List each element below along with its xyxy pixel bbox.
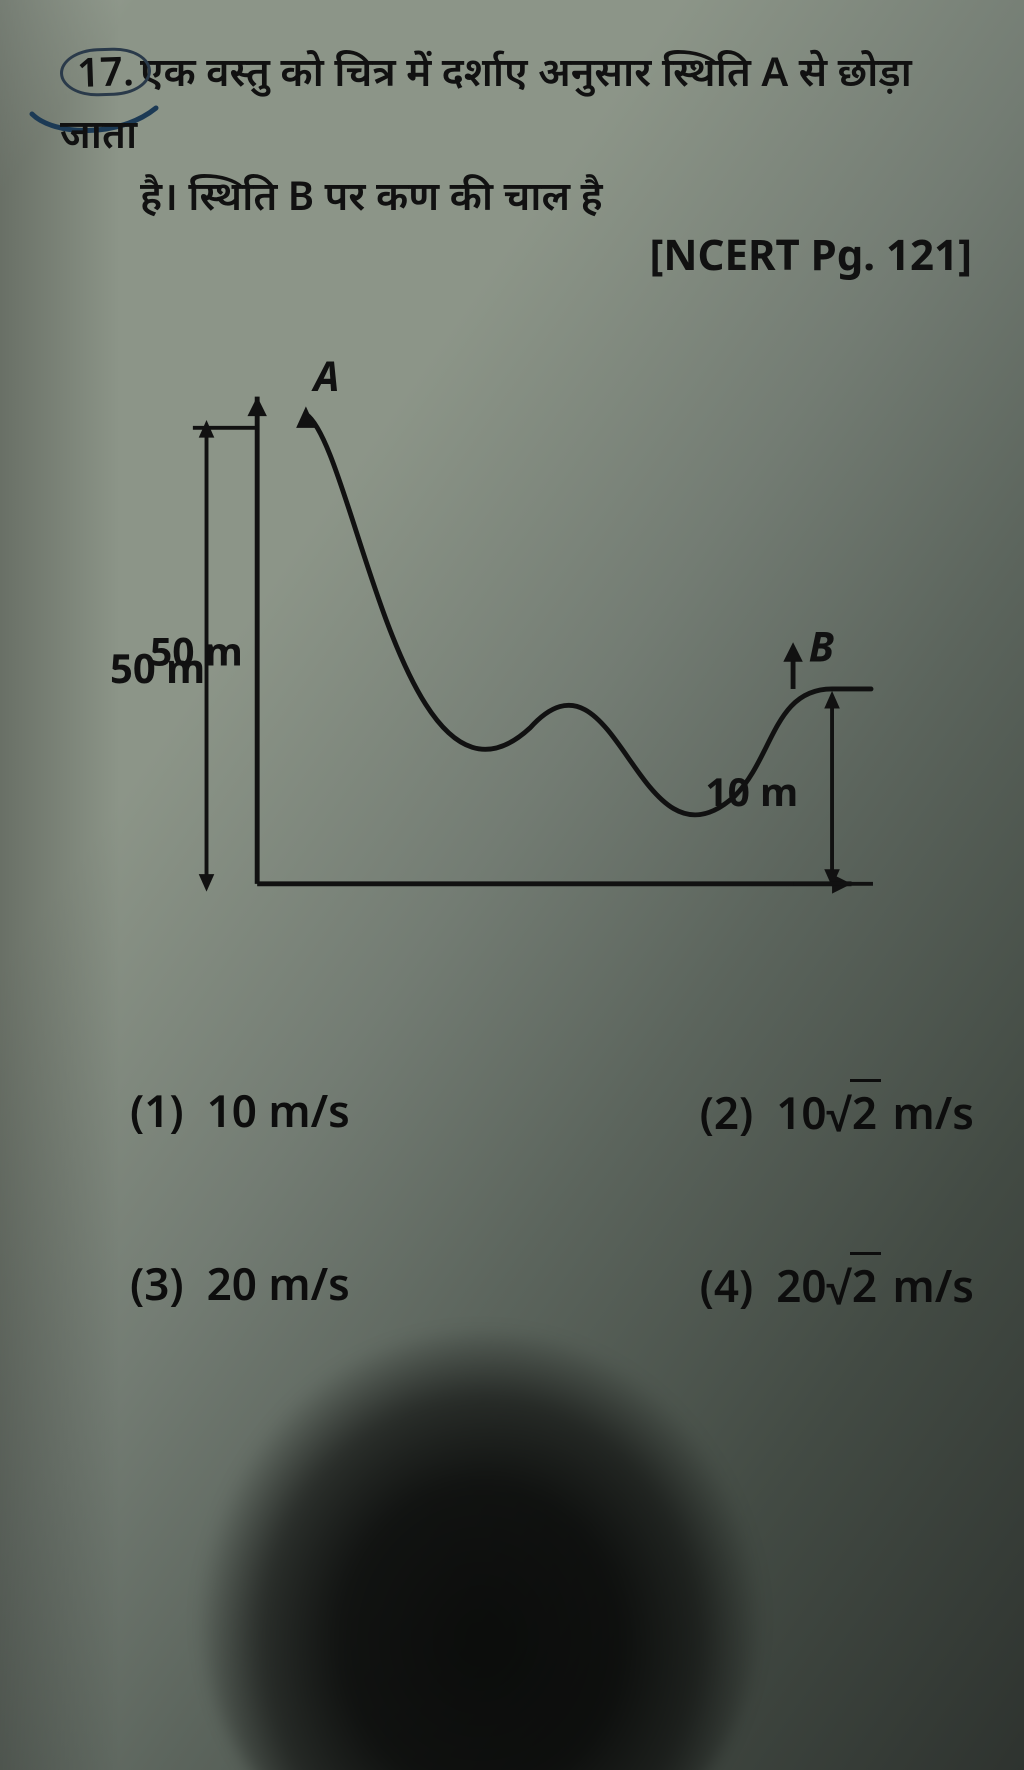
question-number-circle: 17. [59, 46, 151, 97]
option-4-prefix: 20 [776, 1255, 826, 1315]
page-shadow-left [0, 0, 120, 1770]
label-A: A [311, 347, 340, 403]
label-10m: 10 m [705, 765, 798, 818]
question-text: 17. एक वस्तु को चित्र में दर्शाए अनुसार … [60, 40, 978, 226]
track-curve [306, 414, 871, 815]
option-4-suffix: m/s [881, 1255, 974, 1315]
option-1: (1) 10 m/s [130, 1080, 350, 1143]
page: 17. एक वस्तु को चित्र में दर्शाए अनुसार … [0, 0, 1024, 1770]
question-number: 17. [60, 40, 140, 102]
question-line-1: एक वस्तु को चित्र में दर्शाए अनुसार स्थि… [60, 43, 912, 160]
question-line-2: है। स्थिति B पर कण की चाल है [140, 167, 603, 222]
option-4: (4) 20√2 m/s [700, 1253, 974, 1316]
option-3: (3) 20 m/s [130, 1253, 350, 1316]
option-3-num: (3) [130, 1253, 184, 1313]
option-2-prefix: 10 [776, 1082, 826, 1142]
option-2: (2) 10√2 m/s [700, 1080, 974, 1143]
label-B: B [809, 618, 834, 674]
option-4-radicand: 2 [850, 1252, 881, 1315]
option-2-num: (2) [700, 1082, 754, 1142]
option-2-root: √2 [827, 1080, 882, 1143]
option-4-num: (4) [700, 1255, 754, 1315]
point-B-marker [783, 642, 802, 689]
ncert-reference: [NCERT Pg. 121] [649, 226, 972, 283]
option-1-num: (1) [130, 1080, 184, 1140]
ground-line [257, 874, 851, 893]
option-2-radicand: 2 [850, 1079, 881, 1142]
option-row-2: (3) 20 m/s (4) 20√2 m/s [130, 1253, 974, 1316]
diagram: A B 50 m 10 m [150, 330, 910, 970]
option-row-1: (1) 10 m/s (2) 10√2 m/s [130, 1080, 974, 1143]
option-1-value: 10 m/s [207, 1080, 350, 1140]
dimension-10m [793, 691, 873, 887]
option-2-suffix: m/s [881, 1082, 974, 1142]
point-A-marker [296, 406, 315, 427]
option-3-value: 20 m/s [207, 1253, 350, 1313]
option-4-root: √2 [827, 1253, 882, 1316]
label-50m-text: 50 m [110, 640, 205, 695]
left-wall [247, 397, 266, 884]
